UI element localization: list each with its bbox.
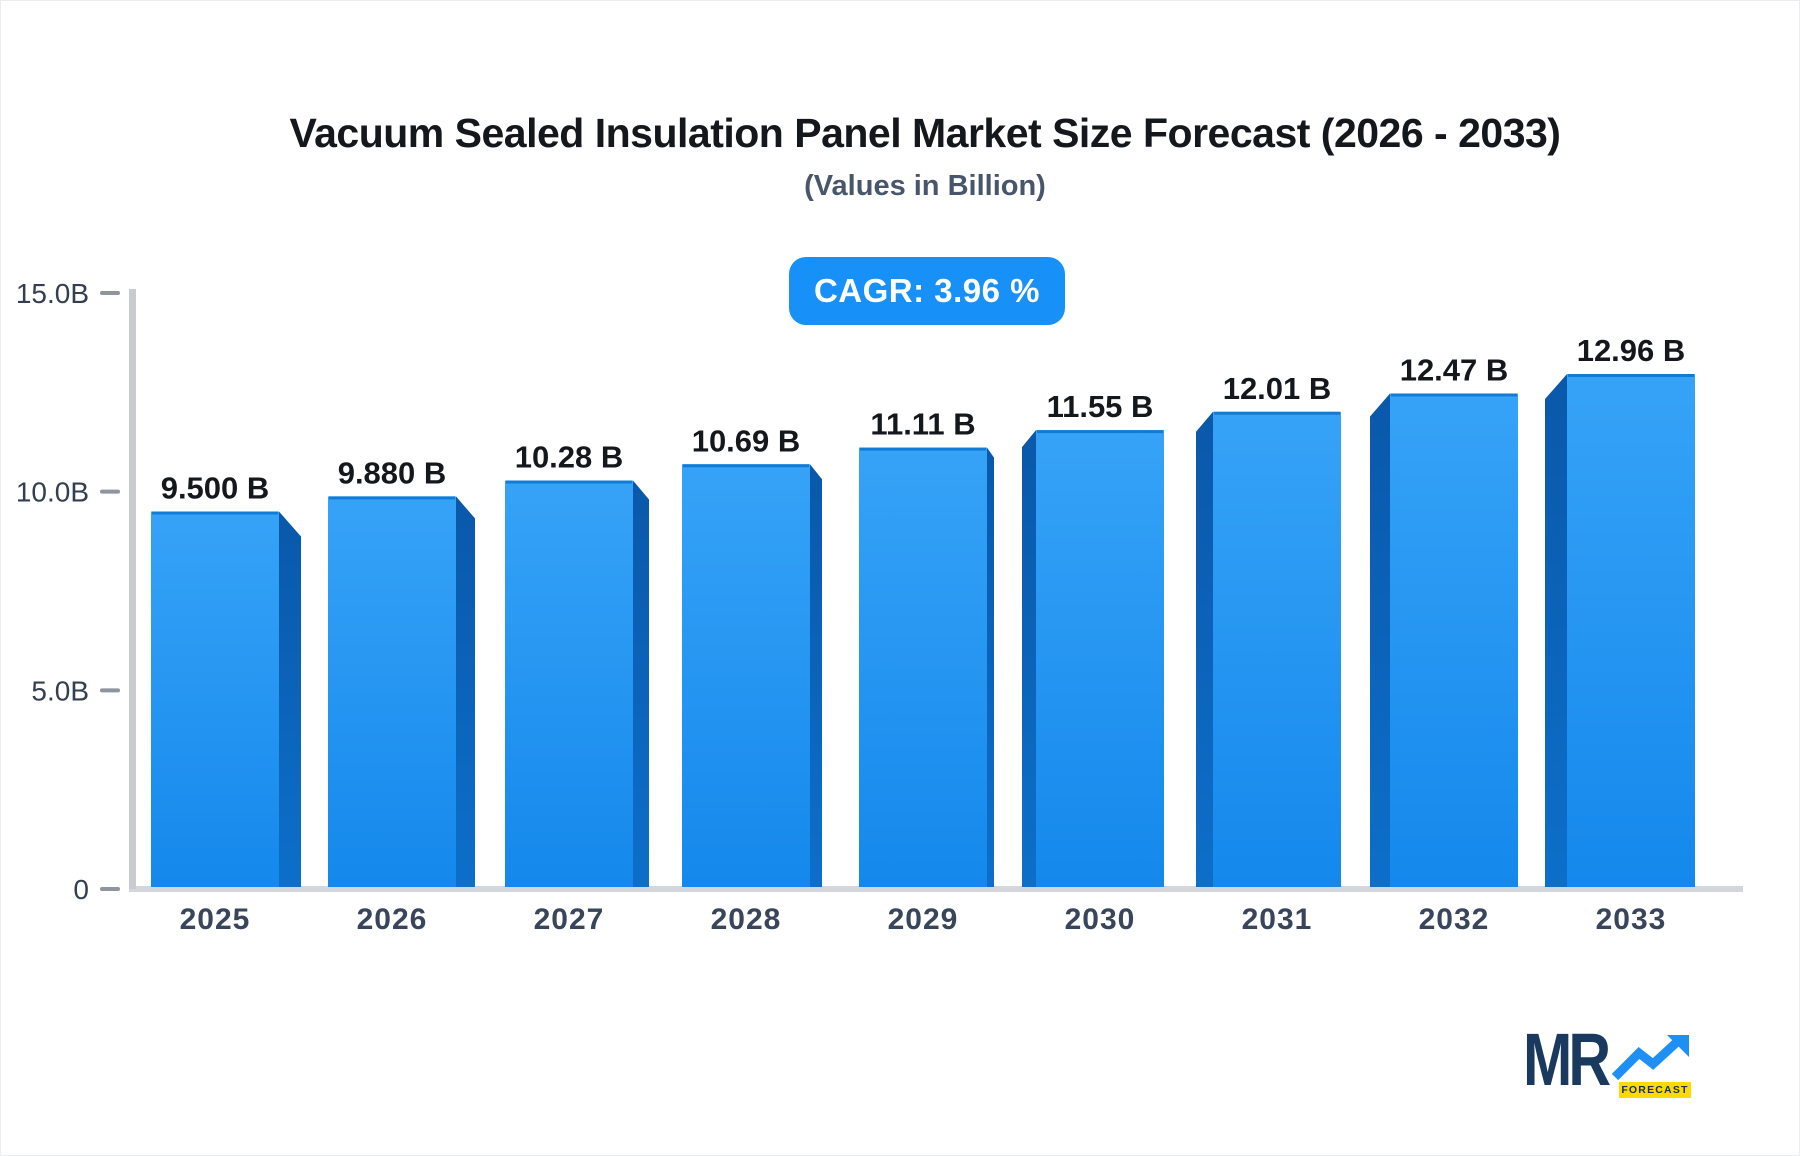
bar-side-face [810,464,822,887]
bar-value-label: 9.880 B [338,455,447,490]
x-axis-label: 2030 [1065,903,1136,936]
x-axis-line [129,886,1743,892]
bar-front-face [151,511,279,887]
bar-2031: 12.01 B 2031 [1196,371,1341,936]
bar-front-face [1213,411,1341,887]
bar-2029: 11.11 B 2029 [859,407,994,936]
bar-value-label: 11.55 B [1047,389,1154,424]
bar-side-face [279,511,301,887]
x-axis-label: 2026 [357,903,428,936]
bar-2028: 10.69 B 2028 [682,423,822,936]
bar-2030: 11.55 B 2030 [1022,389,1164,936]
x-axis-label: 2025 [180,903,251,936]
bar-side-face [1022,430,1036,887]
bar-value-label: 10.69 B [692,423,801,458]
y-axis-tick-label: 5.0B [31,675,89,706]
bar-side-face [456,496,475,887]
chart-header: Vacuum Sealed Insulation Panel Market Si… [51,1,1799,203]
bar-side-face [1370,393,1390,887]
y-axis-line [129,289,136,889]
y-axis-tick [100,688,120,693]
chart-subtitle: (Values in Billion) [804,170,1046,203]
bar-front-face [1036,430,1164,887]
logo-mr-text: MR [1523,1018,1611,1101]
x-axis-label: 2033 [1596,903,1667,936]
x-axis-label: 2031 [1242,903,1313,936]
y-axis-tick [100,489,120,494]
bar-front-face [1567,374,1695,887]
x-axis-label: 2028 [711,903,782,936]
bar-value-label: 10.28 B [515,440,624,475]
bar-front-face [505,480,633,887]
y-axis-tick-label: 0 [73,874,89,905]
cagr-badge: CAGR: 3.96 % [789,257,1065,325]
bar-2032: 12.47 B 2032 [1370,353,1518,936]
bar-front-face [1390,393,1518,887]
bar-2025: 9.500 B 2025 [151,471,301,936]
x-axis-label: 2029 [888,903,959,936]
bar-value-label: 12.47 B [1400,353,1509,388]
bar-2027: 10.28 B 2027 [505,440,649,936]
bar-side-face [633,480,649,887]
bar-front-face [859,447,987,887]
bar-front-face [328,496,456,887]
bar-value-label: 9.500 B [161,471,270,506]
bar-front-face [682,464,810,887]
cagr-badge-label: CAGR: 3.96 % [813,272,1041,309]
y-axis-tick-label: 10.0B [16,477,89,508]
bar-2033: 12.96 B 2033 [1545,333,1695,936]
y-axis-tick [100,887,120,891]
logo-forecast-tag: FORECAST [1619,1082,1691,1098]
bar-side-face [1545,374,1567,887]
bar-value-label: 12.01 B [1223,371,1332,406]
y-axis-tick [100,291,120,295]
bar-2026: 9.880 B 2026 [328,455,475,936]
bar-value-label: 11.11 B [870,407,975,442]
logo: MR FORECAST [1523,1023,1713,1111]
chart-title: Vacuum Sealed Insulation Panel Market Si… [289,110,1561,156]
bar-value-label: 12.96 B [1577,333,1686,368]
x-axis-label: 2032 [1419,903,1490,936]
x-axis-label: 2027 [534,903,605,936]
trend-arrow-icon [1611,1035,1689,1081]
y-axis-tick-label: 15.0B [16,278,89,309]
bar-side-face [987,447,994,887]
bar-side-face [1196,411,1213,887]
